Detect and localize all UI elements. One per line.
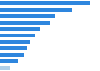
Bar [0,8,72,12]
Bar [0,53,24,57]
Bar [0,34,35,37]
Bar [0,1,90,5]
Bar [0,27,40,31]
Bar [0,59,18,63]
Bar [0,21,50,24]
Bar [0,47,27,50]
Bar [0,14,55,18]
Bar [0,66,10,70]
Bar [0,40,30,44]
